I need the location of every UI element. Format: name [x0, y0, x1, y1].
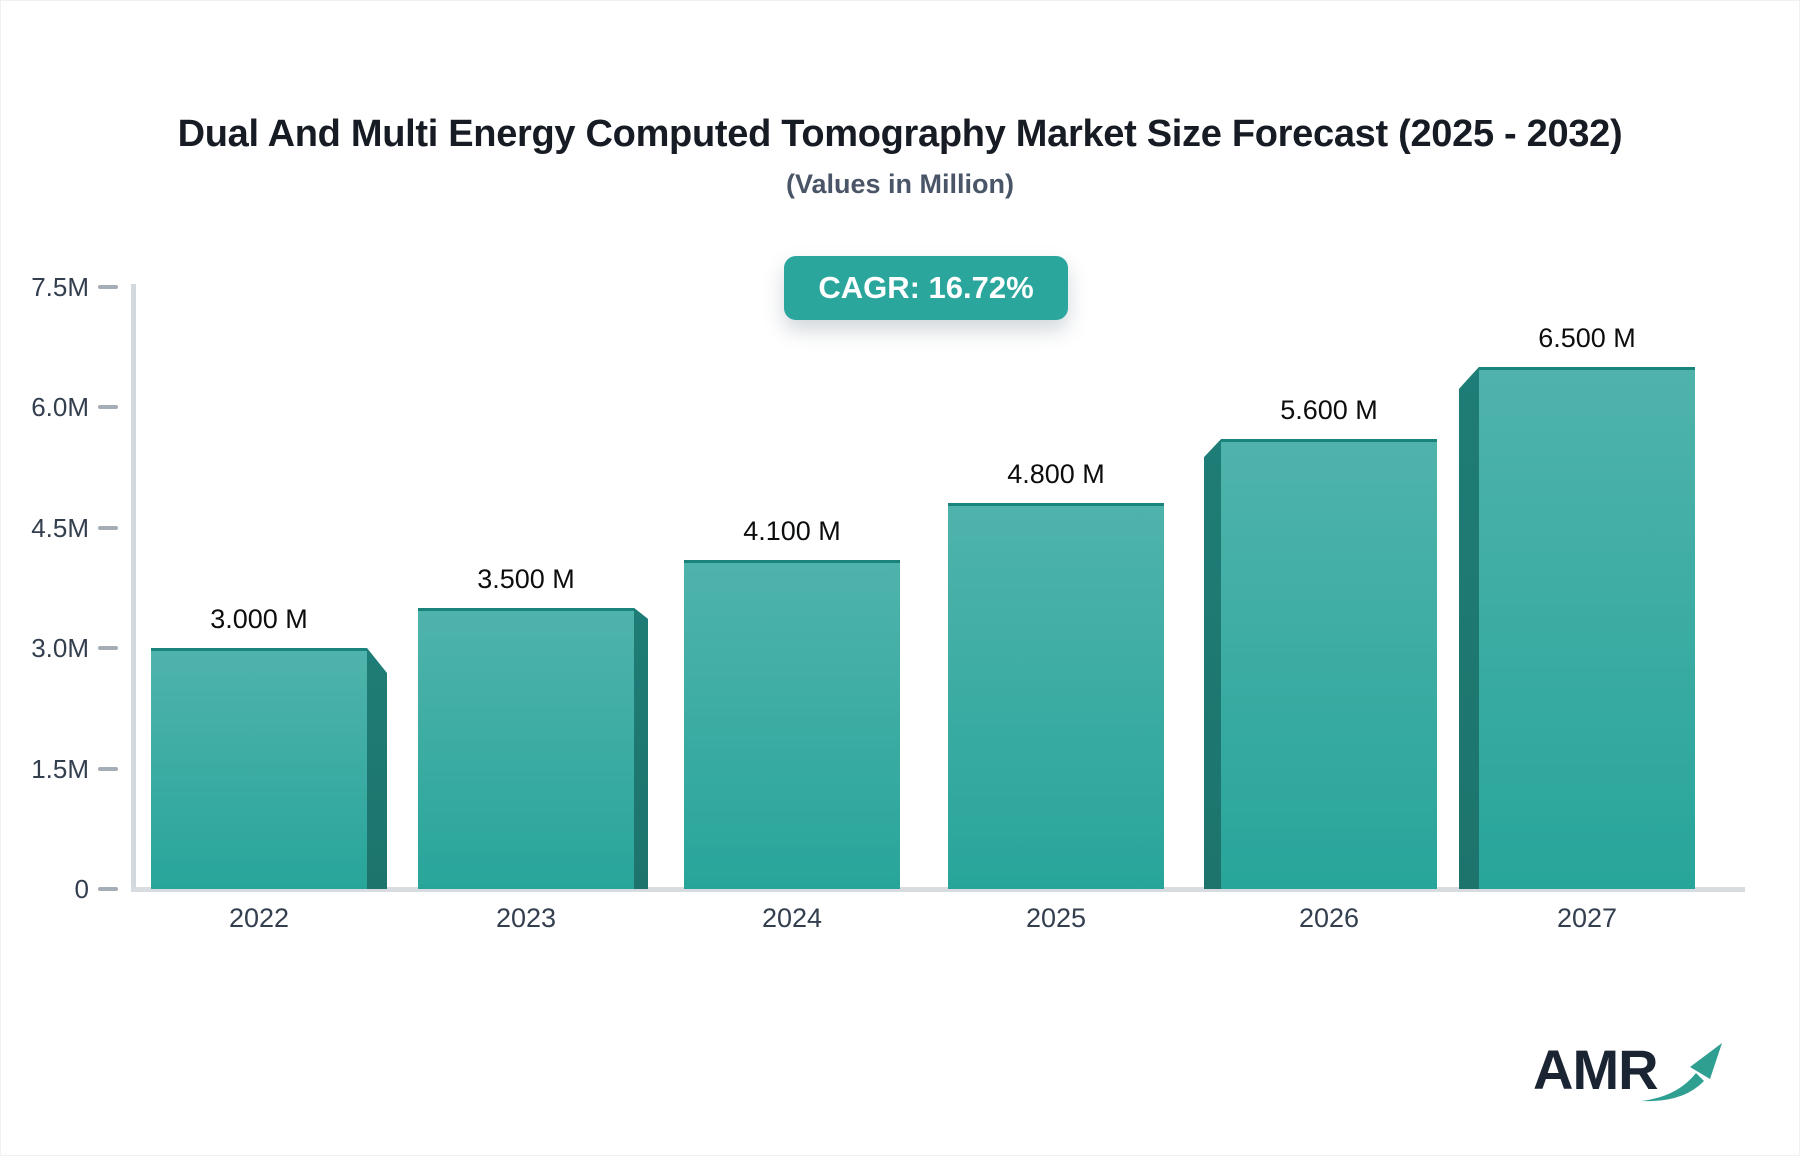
y-tick-mark	[98, 525, 118, 530]
bar-value-label: 3.500 M	[477, 563, 575, 594]
bar-face	[1479, 366, 1695, 889]
bar-value-label: 3.000 M	[210, 604, 308, 634]
x-tick-label: 2024	[761, 903, 823, 933]
y-tick-mark	[98, 284, 118, 289]
bar-face	[418, 607, 634, 889]
y-tick-mark	[98, 646, 118, 650]
x-tick-label: 2025	[1025, 903, 1087, 933]
y-tick-label: 0	[74, 874, 89, 904]
y-tick-label: 3.0M	[31, 633, 89, 663]
y-tick-label: 1.5M	[31, 753, 89, 784]
x-axis-line	[131, 887, 1745, 892]
y-axis-line	[131, 283, 136, 891]
bar-face	[1221, 439, 1437, 889]
x-tick-label: 2027	[1556, 903, 1618, 933]
bar-face	[684, 559, 900, 889]
bar-value-label: 5.600 M	[1280, 395, 1378, 426]
bar-side-face	[1204, 439, 1221, 889]
bar-side-face	[634, 607, 648, 889]
bar-value-label: 4.100 M	[743, 515, 841, 546]
bar-value-label: 6.500 M	[1538, 322, 1636, 353]
x-tick-label: 2022	[228, 903, 290, 933]
y-tick-label: 7.5M	[31, 271, 89, 302]
bar-value-label: 4.800 M	[1007, 459, 1105, 490]
bar-side-face	[1459, 366, 1479, 889]
y-tick-label: 4.5M	[31, 512, 89, 543]
x-tick-label: 2026	[1298, 903, 1360, 933]
bar-side-face	[367, 648, 387, 889]
y-tick-mark	[98, 766, 118, 771]
amr-logo-text: AMR	[1533, 1038, 1659, 1101]
trend-up-arrow-icon	[1641, 1043, 1722, 1102]
amr-logo: AMR	[1533, 1029, 1723, 1113]
bar-face	[151, 648, 367, 889]
chart-title: Dual And Multi Energy Computed Tomograph…	[177, 113, 1623, 155]
chart-subtitle: (Values in Million)	[785, 169, 1015, 199]
y-tick-mark	[98, 887, 118, 891]
y-tick-label: 6.0M	[31, 392, 89, 422]
cagr-badge: CAGR: 16.72%	[784, 256, 1068, 320]
y-tick-mark	[98, 405, 118, 409]
bar-face	[948, 503, 1164, 889]
x-tick-label: 2023	[495, 903, 557, 933]
